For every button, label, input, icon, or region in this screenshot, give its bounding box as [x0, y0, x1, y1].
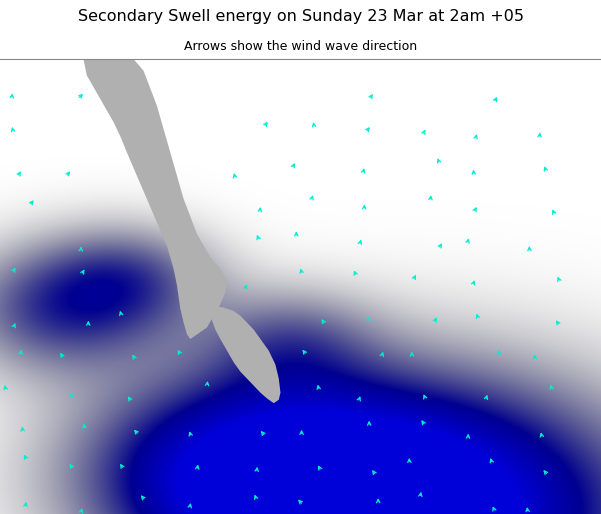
Text: Arrows show the wind wave direction: Arrows show the wind wave direction: [184, 40, 417, 52]
Polygon shape: [207, 306, 281, 403]
Text: Secondary Swell energy on Sunday 23 Mar at 2am +05: Secondary Swell energy on Sunday 23 Mar …: [78, 9, 523, 24]
Polygon shape: [84, 59, 227, 339]
